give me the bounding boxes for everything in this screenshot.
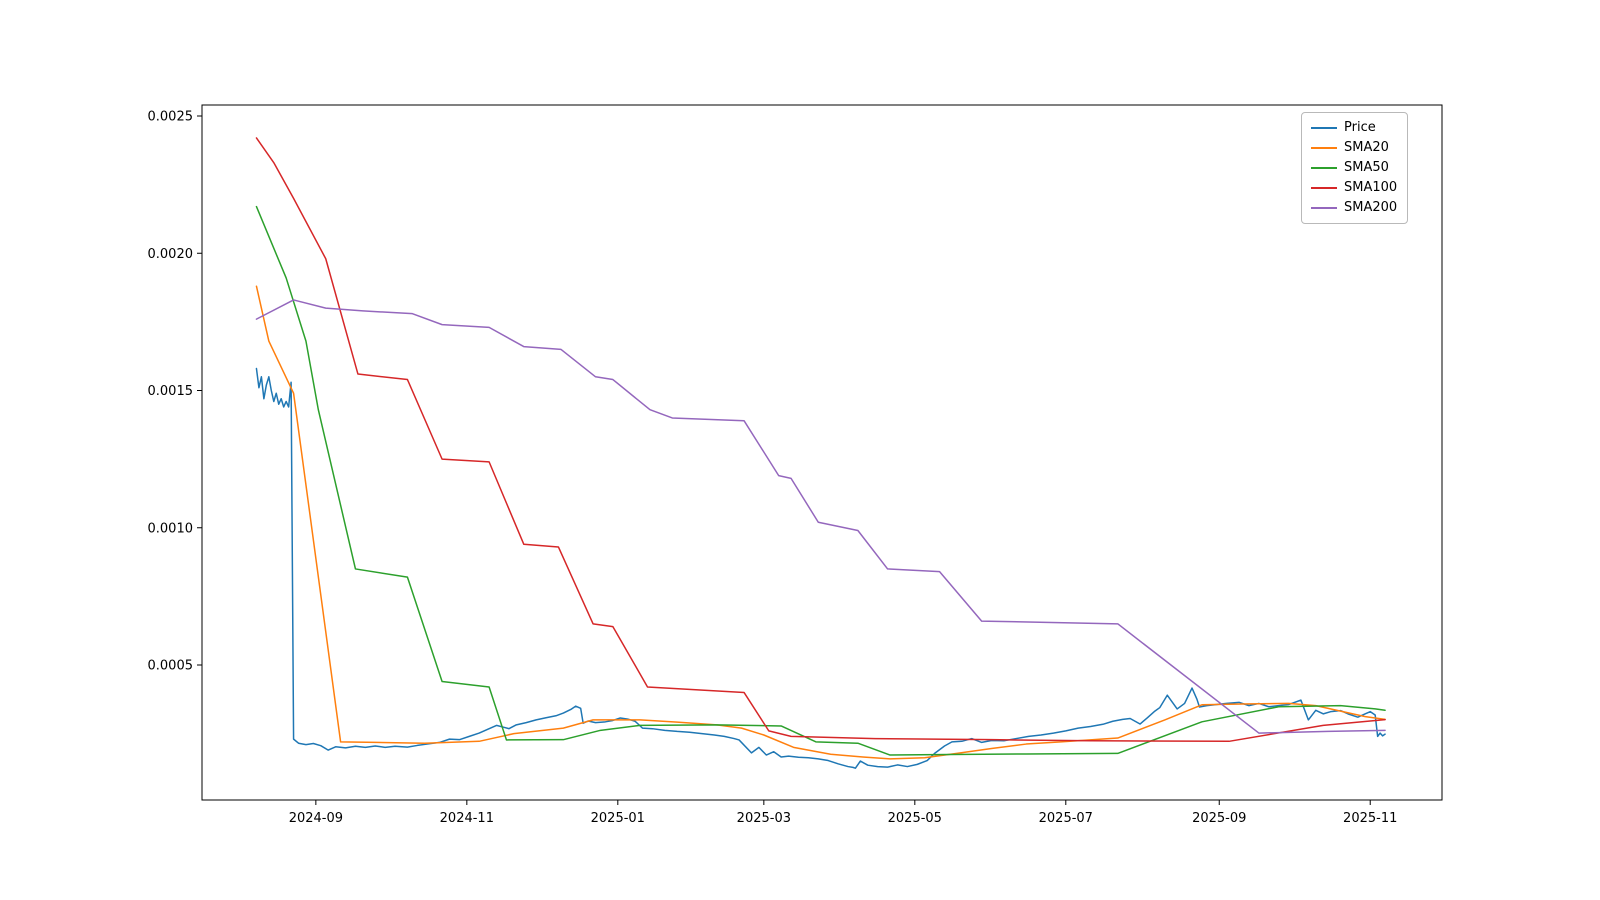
legend-label: Price — [1344, 120, 1376, 135]
legend-item-sma200: SMA200 — [1311, 198, 1397, 218]
series-line-price — [255, 367, 1386, 769]
series-line-sma200 — [255, 299, 1386, 734]
y-tick-label: 0.0010 — [148, 521, 194, 536]
legend-label: SMA50 — [1344, 160, 1389, 175]
x-tick-label: 2025-01 — [591, 811, 645, 826]
legend-line-swatch — [1311, 127, 1337, 129]
x-tick-label: 2024-09 — [289, 811, 343, 826]
legend-line-swatch — [1311, 207, 1337, 209]
x-tick-label: 2025-03 — [737, 811, 791, 826]
legend-label: SMA100 — [1344, 180, 1398, 195]
legend-line-swatch — [1311, 187, 1337, 189]
y-tick-label: 0.0020 — [148, 247, 194, 262]
y-tick-label: 0.0005 — [148, 659, 194, 674]
legend-line-swatch — [1311, 167, 1337, 169]
x-tick-label: 2024-11 — [440, 811, 494, 826]
legend-label: SMA200 — [1344, 200, 1398, 215]
y-tick-label: 0.0025 — [148, 110, 194, 125]
legend-line-swatch — [1311, 147, 1337, 149]
x-tick-label: 2025-09 — [1192, 811, 1246, 826]
legend-item-sma100: SMA100 — [1311, 178, 1397, 198]
x-tick-label: 2025-07 — [1039, 811, 1093, 826]
x-tick-label: 2025-11 — [1343, 811, 1397, 826]
series-line-sma100 — [255, 137, 1386, 743]
series-line-sma50 — [255, 205, 1386, 756]
x-tick-label: 2025-05 — [888, 811, 942, 826]
axes-spines — [201, 104, 1443, 801]
y-tick-label: 0.0015 — [148, 384, 194, 399]
legend-item-sma20: SMA20 — [1311, 138, 1397, 158]
legend-item-price: Price — [1311, 118, 1397, 138]
legend-item-sma50: SMA50 — [1311, 158, 1397, 178]
legend-label: SMA20 — [1344, 140, 1389, 155]
legend: Price SMA20 SMA50 SMA100 SMA200 — [1301, 112, 1409, 224]
series-line-sma20 — [255, 285, 1386, 760]
